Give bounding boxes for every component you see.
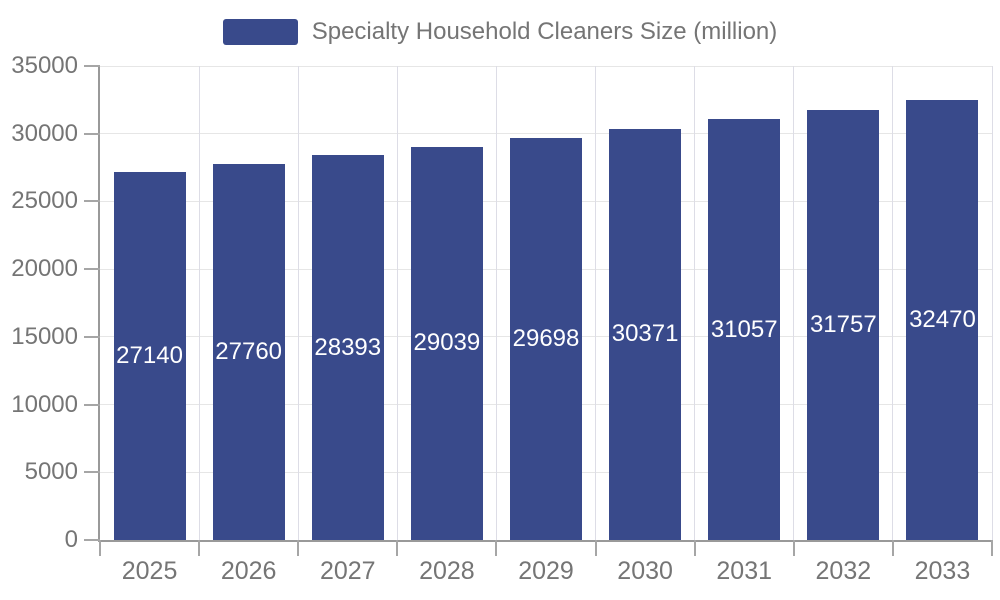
bar-value-label: 31057: [710, 315, 778, 343]
legend-swatch: [222, 19, 298, 45]
grid-line-vertical: [694, 66, 696, 540]
x-axis-label: 2030: [617, 557, 673, 585]
legend-item[interactable]: Specialty Household Cleaners Size (milli…: [0, 17, 1000, 47]
grid-line-horizontal: [100, 65, 992, 67]
bar-value-label: 28393: [314, 333, 382, 361]
x-axis-tick: [297, 540, 300, 556]
x-axis-tick: [991, 540, 993, 556]
y-axis-tick: [84, 132, 100, 135]
y-axis-label: 35000: [11, 52, 78, 79]
x-axis-tick: [396, 540, 399, 556]
grid-line-horizontal: [100, 133, 992, 135]
grid-line-vertical: [396, 66, 398, 540]
y-axis-tick: [84, 65, 100, 67]
y-axis-tick: [84, 268, 100, 271]
x-axis-tick: [594, 540, 597, 556]
x-axis-label: 2031: [716, 557, 773, 585]
grid-line-vertical: [198, 66, 200, 540]
bar: [807, 109, 880, 540]
y-axis-tick: [84, 403, 100, 406]
y-axis-tick: [84, 200, 100, 203]
y-axis-label: 20000: [11, 255, 78, 283]
x-axis-tick: [792, 540, 795, 556]
x-axis-label: 2027: [319, 557, 376, 585]
bar: [311, 155, 384, 540]
grid-line-vertical: [595, 66, 597, 540]
bar: [906, 100, 979, 540]
x-axis-label: 2033: [914, 557, 971, 585]
bar-value-label: 32470: [909, 306, 976, 334]
y-axis-label: 30000: [11, 119, 78, 147]
grid-line-vertical: [297, 66, 299, 540]
x-axis-tick: [198, 540, 201, 556]
bar: [113, 172, 186, 540]
bar: [609, 128, 682, 540]
bar: [510, 137, 582, 540]
x-axis-line: [98, 540, 992, 542]
x-axis-label: 2029: [518, 557, 574, 585]
y-axis-label: 10000: [11, 390, 78, 418]
x-axis-tick: [891, 540, 894, 556]
bar-value-label: 27760: [215, 338, 283, 366]
grid-line-vertical: [793, 66, 795, 540]
y-axis-label: 5000: [24, 458, 78, 486]
bar: [212, 164, 285, 540]
grid-line-vertical: [892, 66, 894, 540]
bar-value-label: 29039: [413, 329, 481, 357]
x-axis-tick: [495, 540, 498, 556]
grid-line-vertical: [991, 66, 993, 540]
grid-line-vertical: [495, 66, 497, 540]
bar-value-label: 30371: [611, 320, 679, 348]
y-axis-tick: [84, 539, 100, 541]
bar: [708, 119, 781, 540]
x-axis-tick: [99, 540, 101, 556]
bar-value-label: 27140: [116, 342, 183, 370]
legend-label: Specialty Household Cleaners Size (milli…: [311, 18, 778, 45]
x-axis-label: 2028: [419, 557, 475, 585]
x-axis-label: 2032: [815, 557, 872, 585]
y-axis-label: 15000: [11, 322, 78, 350]
x-axis-label: 2026: [220, 557, 277, 585]
bar-value-label: 29698: [512, 324, 580, 352]
bar-value-label: 31757: [809, 310, 877, 338]
bar: [410, 146, 483, 540]
y-axis-label: 25000: [11, 187, 78, 215]
x-axis-tick: [693, 540, 696, 556]
y-axis-line: [98, 66, 100, 542]
y-axis-tick: [84, 335, 100, 338]
y-axis-tick: [84, 471, 100, 474]
x-axis-label: 2025: [121, 557, 178, 585]
y-axis-label: 0: [64, 526, 78, 553]
